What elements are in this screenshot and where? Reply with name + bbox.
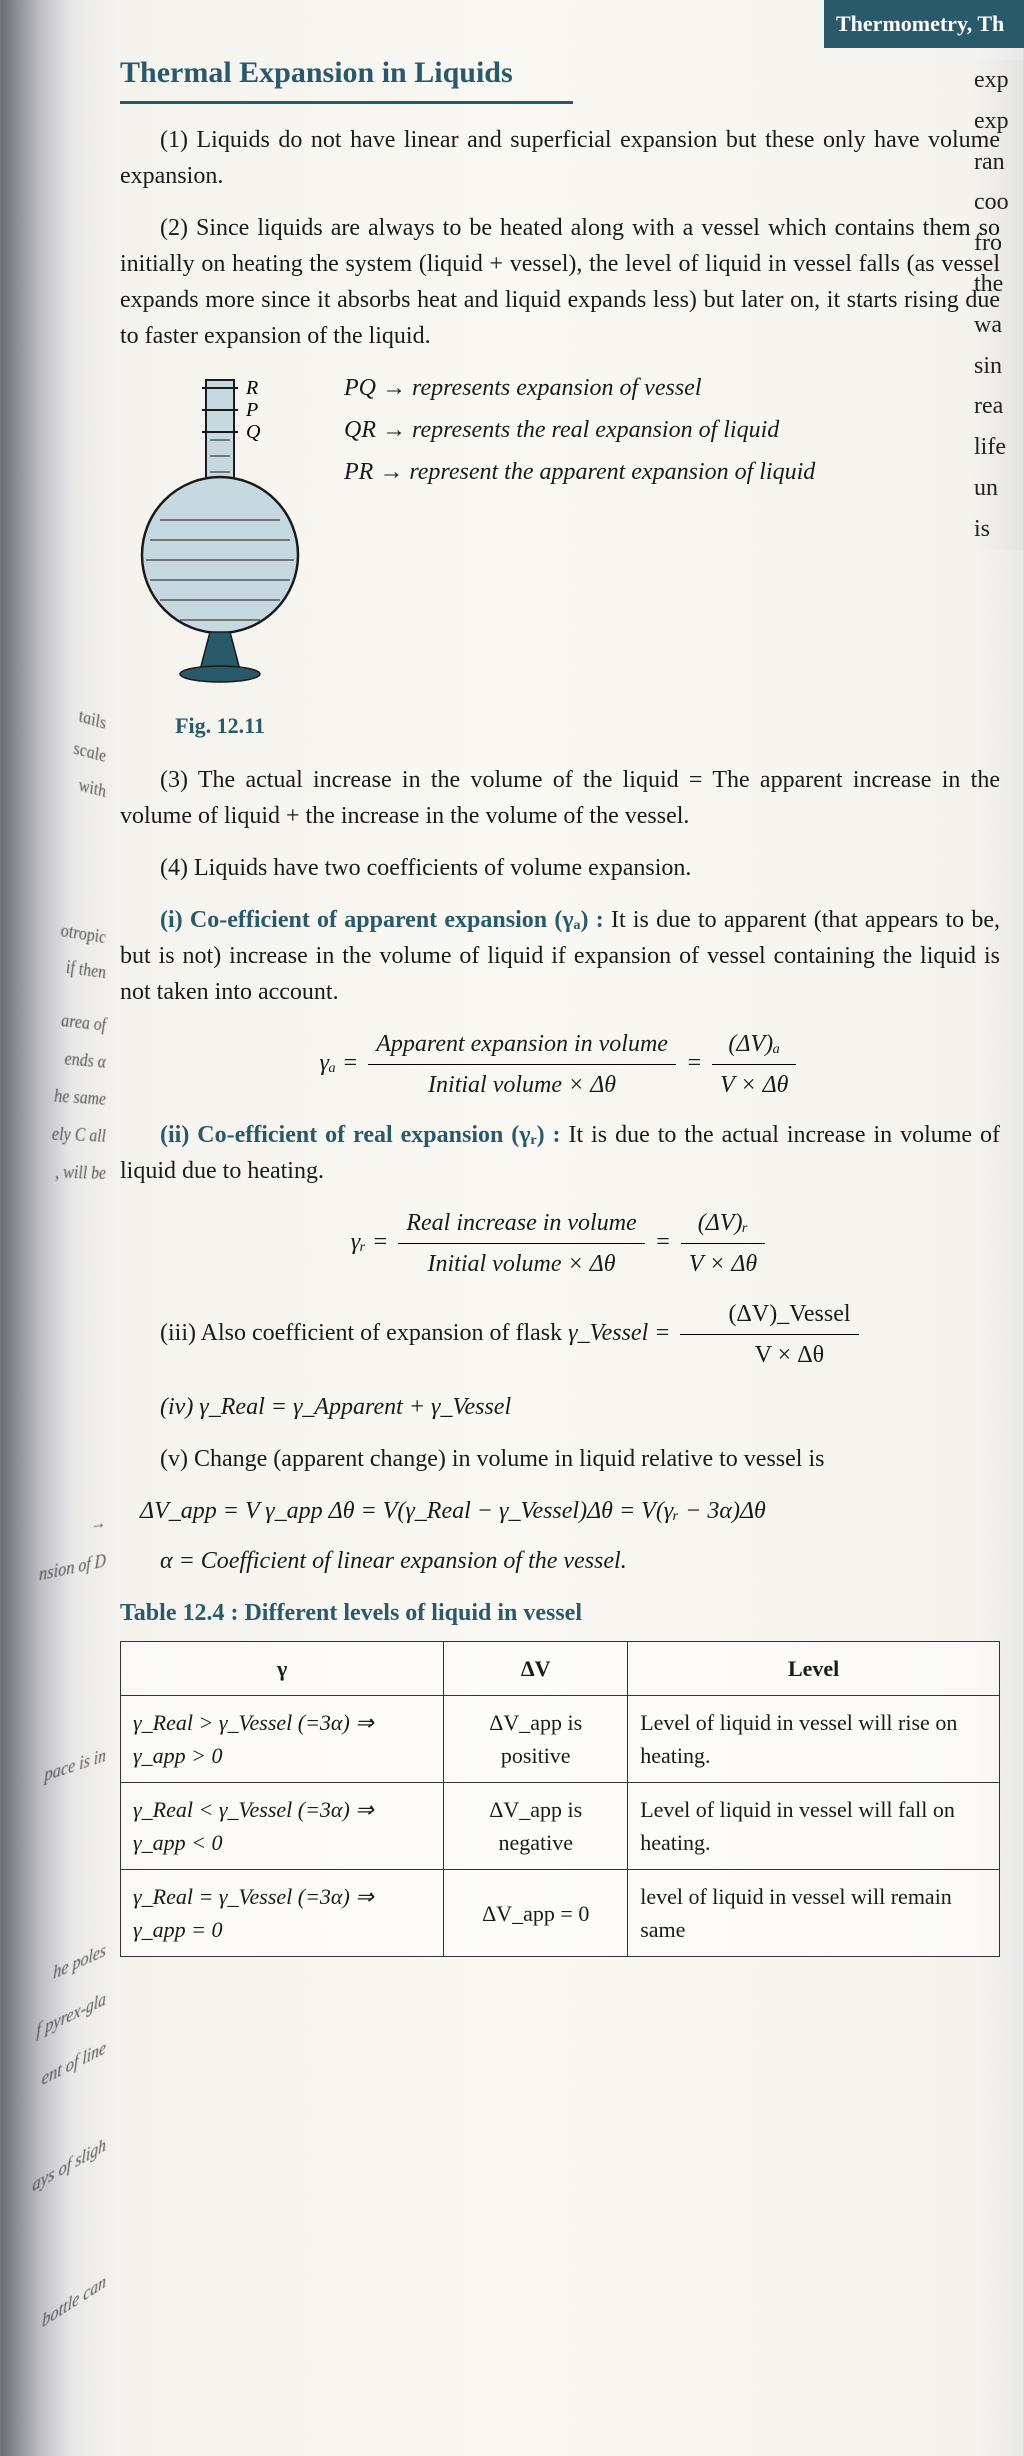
- figure-12-11: R P Q: [120, 370, 1000, 742]
- margin-note: with: [79, 775, 106, 802]
- margin-note: otropic: [61, 920, 106, 948]
- margin-note: area of: [61, 1010, 106, 1036]
- table-cell: γ_Real > γ_Vessel (=3α) ⇒ γ_app > 0: [121, 1696, 444, 1783]
- fdv-text: ΔV_app = V γ_app Δθ = V(γ_Real − γ_Vesse…: [140, 1498, 766, 1524]
- fr-den1: Initial volume × Δθ: [398, 1244, 644, 1282]
- alpha-note: α = Coefficient of linear expansion of t…: [120, 1543, 1000, 1579]
- margin-note: ely C all: [52, 1124, 106, 1147]
- point-4iii: (iii) Also coefficient of expansion of f…: [120, 1296, 1000, 1373]
- fa-den2: V × Δθ: [712, 1065, 796, 1103]
- margin-note: ays of sligh: [32, 2135, 106, 2197]
- fv-num: (ΔV)_Vessel: [680, 1296, 858, 1335]
- p4iii-pre: (iii) Also coefficient of expansion of f…: [160, 1320, 568, 1346]
- point-4iv: (iv) γ_Real = γ_Apparent + γ_Vessel: [120, 1389, 1000, 1425]
- fa-lhs: γₐ =: [320, 1050, 359, 1076]
- point-1: (1) Liquids do not have linear and super…: [120, 122, 1000, 194]
- left-margin-notes: tails scale with otropic if then area of ends …: [4, 0, 113, 2456]
- table-title: Table 12.4 : Different levels of liquid …: [120, 1595, 1000, 1631]
- fr-eq: =: [655, 1229, 671, 1255]
- desc-qr: QR → represents the real expansion of li…: [344, 417, 779, 443]
- page-body: Thermal Expansion in Liquids (1) Liquids…: [120, 50, 1000, 1957]
- label-Q: Q: [246, 421, 261, 443]
- point-2: (2) Since liquids are always to be heate…: [120, 210, 1000, 354]
- table-cell: Level of liquid in vessel will rise on h…: [628, 1696, 1000, 1783]
- label-R: R: [245, 377, 258, 399]
- margin-note: ent of line: [42, 2037, 106, 2090]
- formula-gamma-a: γₐ = Apparent expansion in volumeInitial…: [120, 1026, 1000, 1103]
- fa-num2: (ΔV)ₐ: [712, 1026, 796, 1065]
- margin-note: →: [90, 1512, 106, 1535]
- margin-note: nsion of D: [39, 1551, 106, 1586]
- fa-eq: =: [686, 1050, 702, 1076]
- table-cell: γ_Real < γ_Vessel (=3α) ⇒ γ_app < 0: [121, 1783, 444, 1870]
- table-row: γ_Real = γ_Vessel (=3α) ⇒ γ_app = 0ΔV_ap…: [121, 1870, 1000, 1957]
- table-cell: γ_Real = γ_Vessel (=3α) ⇒ γ_app = 0: [121, 1870, 444, 1957]
- fr-num1: Real increase in volume: [398, 1205, 644, 1244]
- alpha-note-text: α = Coefficient of linear expansion of t…: [160, 1548, 627, 1574]
- table-header-row: γ ΔV Level: [121, 1642, 1000, 1696]
- flask-icon: R P Q: [120, 370, 320, 690]
- p4ii-title: (ii) Co-efficient of real expansion (γᵣ)…: [160, 1122, 561, 1148]
- fr-den2: V × Δθ: [681, 1244, 765, 1282]
- point-4ii: (ii) Co-efficient of real expansion (γᵣ)…: [120, 1117, 1000, 1189]
- point-4i: (i) Co-efficient of apparent expansion (…: [120, 902, 1000, 1010]
- table-cell: ΔV_app = 0: [444, 1870, 628, 1957]
- margin-note: tails: [79, 706, 106, 734]
- margin-note: bottle can: [42, 2271, 106, 2333]
- fr-lhs: γᵣ =: [351, 1229, 389, 1255]
- desc-pq: PQ → represents expansion of vessel: [344, 375, 701, 401]
- margin-note: pace is in: [44, 1745, 105, 1786]
- figure-caption: Fig. 12.11: [120, 709, 320, 742]
- figure-description: PQ → represents expansion of vessel QR →…: [344, 370, 1000, 496]
- fv-lhs: γ_Vessel =: [568, 1320, 670, 1346]
- point-4v: (v) Change (apparent change) in volume i…: [120, 1441, 1000, 1477]
- margin-note: he poles: [53, 1940, 106, 1984]
- table-cell: Level of liquid in vessel will fall on h…: [628, 1783, 1000, 1870]
- formula-gamma-r: γᵣ = Real increase in volumeInitial volu…: [120, 1205, 1000, 1282]
- th-dv: ΔV: [444, 1642, 628, 1696]
- section-title: Thermal Expansion in Liquids: [120, 50, 573, 104]
- figure-diagram: R P Q: [120, 370, 320, 742]
- table-cell: ΔV_app is positive: [444, 1696, 628, 1783]
- table-row: γ_Real > γ_Vessel (=3α) ⇒ γ_app > 0ΔV_ap…: [121, 1696, 1000, 1783]
- table-row: γ_Real < γ_Vessel (=3α) ⇒ γ_app < 0ΔV_ap…: [121, 1783, 1000, 1870]
- margin-note: scale: [74, 738, 106, 767]
- formula-dv: ΔV_app = V γ_app Δθ = V(γ_Real − γ_Vesse…: [120, 1493, 1000, 1529]
- margin-note: he same: [54, 1086, 106, 1110]
- margin-note: ends α: [65, 1048, 106, 1072]
- point-4: (4) Liquids have two coefficients of vol…: [120, 850, 1000, 886]
- table-cell: level of liquid in vessel will remain sa…: [628, 1870, 1000, 1957]
- p4iv-text: (iv) γ_Real = γ_Apparent + γ_Vessel: [160, 1394, 511, 1420]
- fa-den1: Initial volume × Δθ: [368, 1065, 676, 1103]
- margin-note: , will be: [55, 1162, 106, 1184]
- point-3: (3) The actual increase in the volume of…: [120, 762, 1000, 834]
- desc-pr: PR → represent the apparent expansion of…: [344, 459, 815, 485]
- header-title: Thermometry, Th: [836, 11, 1004, 37]
- fa-num1: Apparent expansion in volume: [368, 1026, 676, 1065]
- margin-note: f pyrex-gla: [36, 1989, 106, 2043]
- table-levels: γ ΔV Level γ_Real > γ_Vessel (=3α) ⇒ γ_a…: [120, 1641, 1000, 1957]
- fr-num2: (ΔV)ᵣ: [681, 1205, 765, 1244]
- label-P: P: [245, 399, 258, 421]
- margin-note: if then: [66, 957, 106, 983]
- header-strip: Thermometry, Th: [824, 0, 1024, 48]
- table-cell: ΔV_app is negative: [444, 1783, 628, 1870]
- fv-den: V × Δθ: [680, 1335, 858, 1373]
- th-gamma: γ: [121, 1642, 444, 1696]
- th-level: Level: [628, 1642, 1000, 1696]
- p4i-title: (i) Co-efficient of apparent expansion (…: [160, 907, 604, 933]
